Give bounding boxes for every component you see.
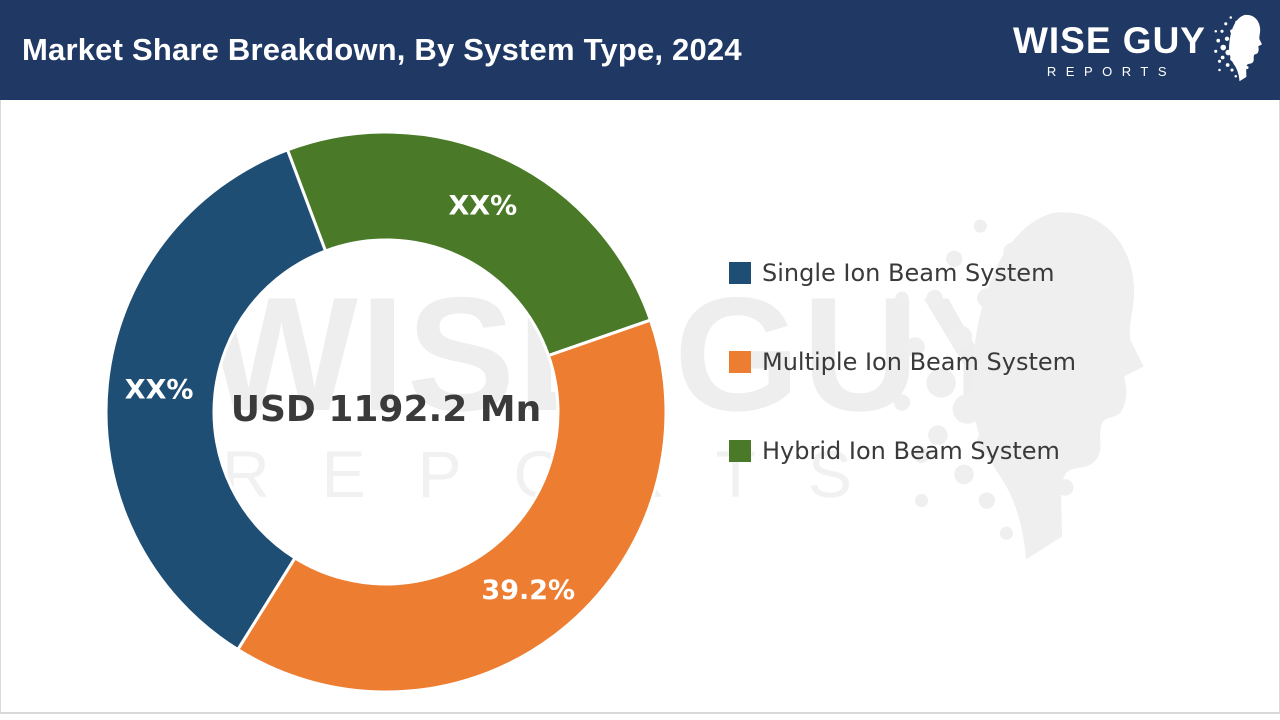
legend-item-multiple-ion-beam: Multiple Ion Beam System (729, 346, 1076, 378)
legend-item-hybrid-ion-beam: Hybrid Ion Beam System (729, 435, 1076, 467)
slice-label: XX% (448, 191, 517, 222)
pie-slice-multiple-ion-beam-system (236, 318, 668, 694)
legend-swatch-multiple-ion-beam (729, 351, 751, 373)
slice-label: XX% (125, 374, 194, 405)
donut-chart: XX% 39.2% XX% USD 1192.2 Mn (104, 130, 668, 694)
slice-label: 39.2% (481, 575, 575, 606)
pie-slice-single-ion-beam-system (104, 148, 327, 652)
pie-slice-hybrid-ion-beam-system (285, 130, 652, 358)
bottom-divider (0, 712, 1280, 714)
brand-wordmark: WISE GUY REPORTS (1013, 22, 1206, 78)
legend-label: Hybrid Ion Beam System (762, 437, 1060, 465)
legend-label: Single Ion Beam System (762, 259, 1055, 287)
brand-name: WISE GUY (1012, 20, 1206, 61)
brand-logo: WISE GUY REPORTS (1013, 12, 1262, 88)
donut-center-label: USD 1192.2 Mn (231, 389, 541, 430)
legend-label: Multiple Ion Beam System (762, 348, 1077, 376)
legend-item-single-ion-beam: Single Ion Beam System (729, 257, 1076, 289)
brand-subtitle: REPORTS (1046, 64, 1177, 79)
legend-swatch-hybrid-ion-beam (729, 440, 751, 462)
page-title: Market Share Breakdown, By System Type, … (22, 32, 742, 67)
header-bar: Market Share Breakdown, By System Type, … (0, 0, 1280, 100)
chart-legend: Single Ion Beam System Multiple Ion Beam… (729, 257, 1076, 524)
dot-face-logo-icon (1212, 12, 1262, 88)
legend-swatch-single-ion-beam (729, 262, 751, 284)
